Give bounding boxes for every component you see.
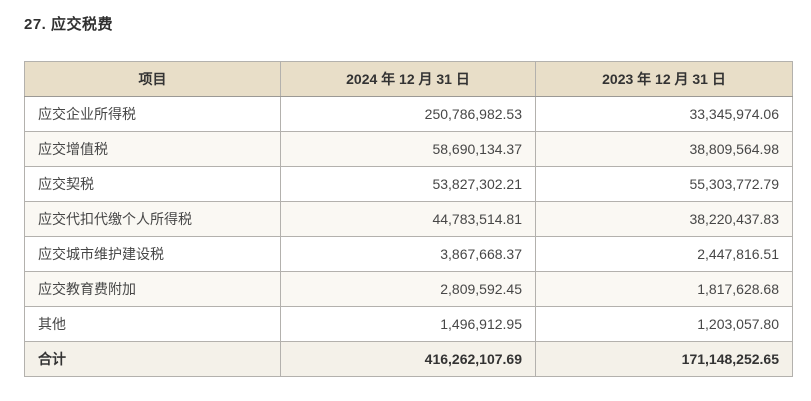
value-2024-cell: 1,496,912.95 <box>280 306 536 342</box>
value-2023-cell: 38,220,437.83 <box>535 201 793 237</box>
col-header-item: 项目 <box>24 61 281 97</box>
table-row: 应交增值税 58,690,134.37 38,809,564.98 <box>24 131 793 167</box>
item-cell: 应交教育费附加 <box>24 271 281 307</box>
table-row: 应交教育费附加 2,809,592.45 1,817,628.68 <box>24 271 793 307</box>
value-2024-cell: 3,867,668.37 <box>280 236 536 272</box>
value-2024-cell: 250,786,982.53 <box>280 96 536 132</box>
table-row: 其他 1,496,912.95 1,203,057.80 <box>24 306 793 342</box>
col-header-2023: 2023 年 12 月 31 日 <box>535 61 793 97</box>
item-cell: 其他 <box>24 306 281 342</box>
value-2024-cell: 58,690,134.37 <box>280 131 536 167</box>
item-cell: 应交城市维护建设税 <box>24 236 281 272</box>
total-label-cell: 合计 <box>24 341 281 377</box>
value-2023-cell: 1,203,057.80 <box>535 306 793 342</box>
table-body: 应交企业所得税 250,786,982.53 33,345,974.06 应交增值税 5… <box>24 96 793 342</box>
total-value-2023-cell: 171,148,252.65 <box>535 341 793 377</box>
item-cell: 应交增值税 <box>24 131 281 167</box>
table-row: 应交契税 53,827,302.21 55,303,772.79 <box>24 166 793 202</box>
value-2023-cell: 2,447,816.51 <box>535 236 793 272</box>
table-header-row: 项目 2024 年 12 月 31 日 2023 年 12 月 31 日 <box>24 61 793 97</box>
value-2023-cell: 33,345,974.06 <box>535 96 793 132</box>
taxes-payable-table: 项目 2024 年 12 月 31 日 2023 年 12 月 31 日 应交企… <box>24 61 793 377</box>
value-2024-cell: 2,809,592.45 <box>280 271 536 307</box>
item-cell: 应交企业所得税 <box>24 96 281 132</box>
value-2024-cell: 53,827,302.21 <box>280 166 536 202</box>
total-value-2024-cell: 416,262,107.69 <box>280 341 536 377</box>
section-title: 27. 应交税费 <box>24 16 114 33</box>
value-2023-cell: 38,809,564.98 <box>535 131 793 167</box>
table-row: 应交企业所得税 250,786,982.53 33,345,974.06 <box>24 96 793 132</box>
value-2023-cell: 1,817,628.68 <box>535 271 793 307</box>
value-2024-cell: 44,783,514.81 <box>280 201 536 237</box>
col-header-2024: 2024 年 12 月 31 日 <box>280 61 536 97</box>
item-cell: 应交契税 <box>24 166 281 202</box>
table-row: 应交代扣代缴个人所得税 44,783,514.81 38,220,437.83 <box>24 201 793 237</box>
total-row: 合计 416,262,107.69 171,148,252.65 <box>24 341 793 377</box>
item-cell: 应交代扣代缴个人所得税 <box>24 201 281 237</box>
table-row: 应交城市维护建设税 3,867,668.37 2,447,816.51 <box>24 236 793 272</box>
value-2023-cell: 55,303,772.79 <box>535 166 793 202</box>
